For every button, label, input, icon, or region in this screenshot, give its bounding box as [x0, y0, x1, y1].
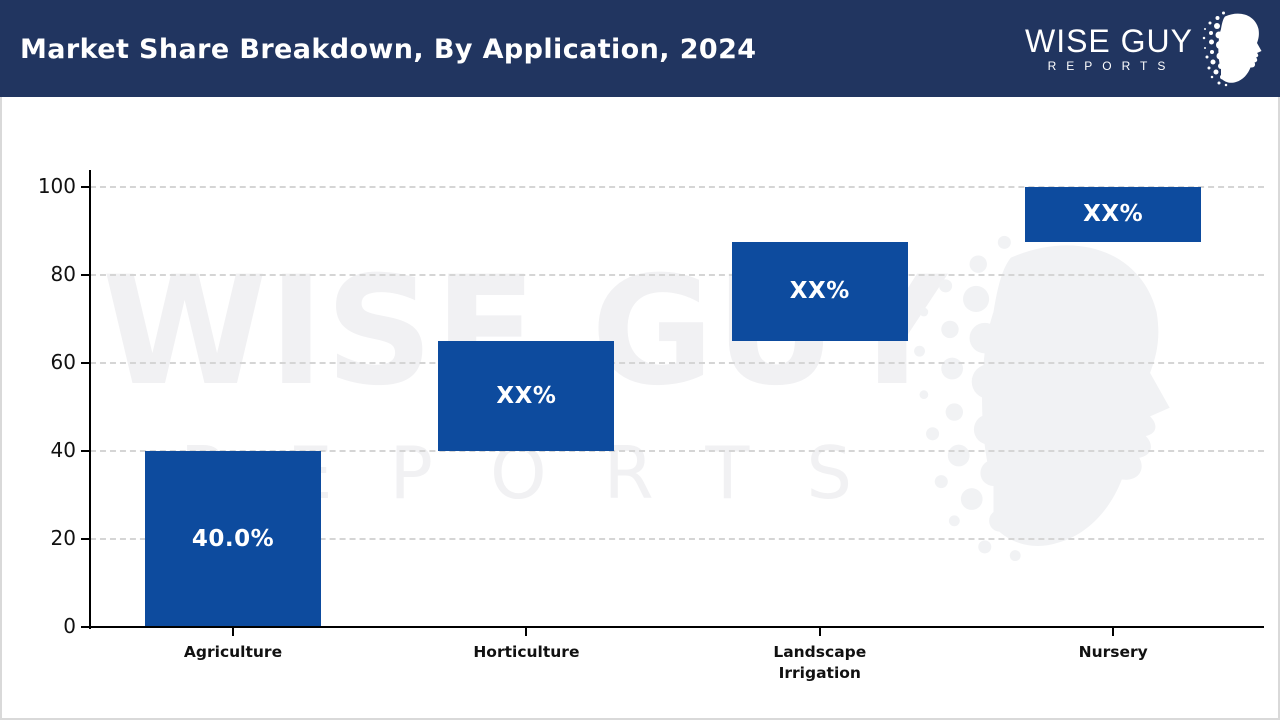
x-tick-mark: [232, 627, 234, 636]
y-tick-mark: [81, 186, 90, 188]
y-axis-tick-label: 20: [50, 525, 76, 550]
y-axis-tick-label: 60: [50, 349, 76, 374]
y-axis-tick-label: 0: [63, 613, 76, 638]
y-tick-mark: [81, 625, 90, 628]
gridline: [90, 537, 1264, 540]
gridline: [90, 273, 1264, 276]
gridline: [90, 361, 1264, 364]
x-axis-line: [89, 625, 1264, 628]
brand-subtitle: REPORTS: [1047, 59, 1176, 74]
bar-landscape-irrigation: XX%: [731, 241, 908, 341]
x-axis-category-label: Nursery: [1078, 643, 1148, 661]
bar-value-label: 40.0%: [191, 525, 275, 552]
plot: 0 20 40 60 80 100 40.0% Agriculture XX% Horticult…: [2, 97, 1278, 718]
x-axis-category-label: Landscape Irrigation: [773, 643, 867, 682]
y-tick-mark: [81, 273, 90, 276]
gridline: [90, 186, 1264, 188]
gridline: [90, 449, 1264, 452]
header: Market Share Breakdown, By Application, …: [0, 0, 1280, 97]
bar-agriculture: 40.0%: [145, 450, 321, 627]
bar-horticulture: XX%: [438, 340, 615, 451]
brand-logo: WISE GUY REPORTS: [1025, 6, 1270, 92]
bar-nursery: XX%: [1025, 187, 1202, 242]
y-axis-tick-label: 40: [50, 437, 76, 462]
y-axis-tick-label: 100: [37, 174, 76, 198]
x-tick-mark: [1112, 627, 1115, 636]
wiseguy-face-icon: [1195, 9, 1270, 89]
y-tick-mark: [81, 449, 90, 452]
x-axis-category-label: Agriculture: [183, 643, 283, 661]
x-tick-mark: [525, 627, 528, 636]
bar-value-label: XX%: [496, 382, 557, 409]
brand-name: WISE GUY: [1024, 22, 1193, 59]
page-title: Market Share Breakdown, By Application, …: [20, 34, 757, 65]
bar-value-label: XX%: [1083, 201, 1144, 228]
x-tick-mark: [818, 627, 821, 636]
bar-value-label: XX%: [789, 278, 850, 305]
y-tick-mark: [81, 537, 90, 540]
y-axis-line: [89, 170, 91, 629]
brand-logo-text: WISE GUY REPORTS: [1024, 22, 1193, 74]
x-axis-category-label: Horticulture: [473, 643, 580, 661]
y-axis-tick-label: 80: [50, 261, 76, 286]
y-tick-mark: [81, 361, 90, 364]
chart-area: WISE GUY REPORTS 0 20 40 60 80 100 40.0% Agricu…: [0, 97, 1280, 720]
